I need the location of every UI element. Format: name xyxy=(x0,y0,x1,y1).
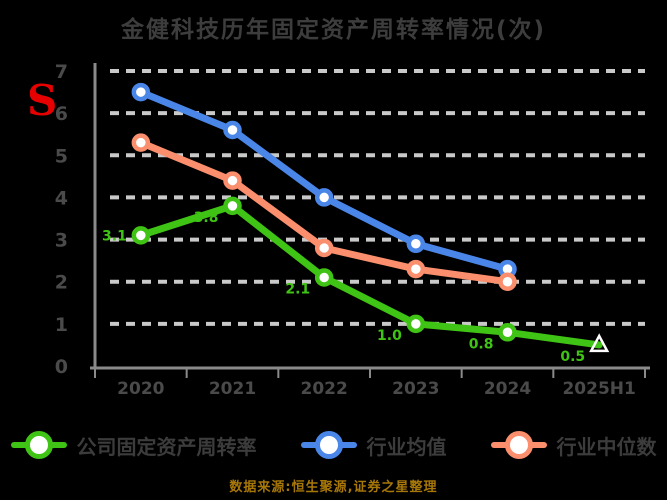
data-point-marker xyxy=(498,323,517,342)
data-point-marker xyxy=(406,259,426,279)
x-axis-tick-label: 2022 xyxy=(301,379,348,399)
legend-circle-icon xyxy=(24,431,53,459)
data-point-marker xyxy=(223,120,242,140)
y-axis-tick-label: 1 xyxy=(55,314,68,336)
data-point-marker xyxy=(314,268,334,287)
data-point-marker xyxy=(131,133,151,152)
x-axis-tick-label: 2023 xyxy=(392,379,439,399)
data-source-caption: 数据来源:恒生聚源,证券之星整理 xyxy=(229,480,438,495)
legend-item-company: 公司固定资产周转率 xyxy=(10,430,257,460)
y-axis-tick-label: 2 xyxy=(55,272,68,294)
data-point-label: 0.8 xyxy=(469,336,494,352)
data-point-label: 3.8 xyxy=(194,210,219,226)
y-axis-tick-label: 5 xyxy=(55,145,68,167)
chart-title: 金健科技历年固定资产周转率情况(次) xyxy=(120,17,547,43)
red-watermark-letter: S xyxy=(27,76,58,125)
y-axis-tick-label: 6 xyxy=(55,103,68,125)
data-point-label: 0.5 xyxy=(560,349,585,365)
data-point-label: 3.1 xyxy=(102,228,127,244)
legend-label-company: 公司固定资产周转率 xyxy=(76,434,257,459)
data-point-label: 1.0 xyxy=(377,328,402,344)
data-point-marker xyxy=(406,314,426,334)
series-line xyxy=(137,202,603,349)
x-axis-tick-label: 2021 xyxy=(209,379,256,399)
legend-circle-icon xyxy=(314,431,343,459)
data-point-marker xyxy=(223,196,242,216)
legend: 公司固定资产周转率 行业均值 行业中位数 xyxy=(0,430,667,460)
legend-label-industry-median: 行业中位数 xyxy=(556,434,657,459)
legend-item-industry-mean: 行业均值 xyxy=(300,430,447,460)
data-point-marker xyxy=(131,226,151,245)
legend-marker-mean-icon xyxy=(300,430,357,460)
legend-label-industry-mean: 行业均值 xyxy=(366,434,447,459)
data-point-marker xyxy=(314,238,334,258)
legend-marker-company-icon xyxy=(10,430,67,460)
data-point-label: 2.1 xyxy=(285,282,310,298)
data-point-marker xyxy=(223,171,242,190)
y-axis-tick-label: 7 xyxy=(55,61,68,83)
legend-circle-icon xyxy=(504,431,533,459)
x-axis-tick-label: 2025H1 xyxy=(562,379,635,399)
y-axis-tick-label: 4 xyxy=(55,187,68,209)
data-point-triangle-marker xyxy=(589,333,610,353)
x-axis-tick-label: 2020 xyxy=(117,379,164,399)
y-axis-tick-label: 3 xyxy=(55,230,68,252)
data-point-marker xyxy=(131,82,151,102)
data-point-marker xyxy=(498,272,517,291)
legend-item-industry-median: 行业中位数 xyxy=(490,430,657,460)
legend-marker-median-icon xyxy=(490,430,547,460)
x-axis-tick-label: 2024 xyxy=(484,379,531,399)
data-point-marker xyxy=(314,188,334,207)
data-point-marker xyxy=(406,234,426,254)
y-axis-tick-label: 0 xyxy=(55,356,68,378)
